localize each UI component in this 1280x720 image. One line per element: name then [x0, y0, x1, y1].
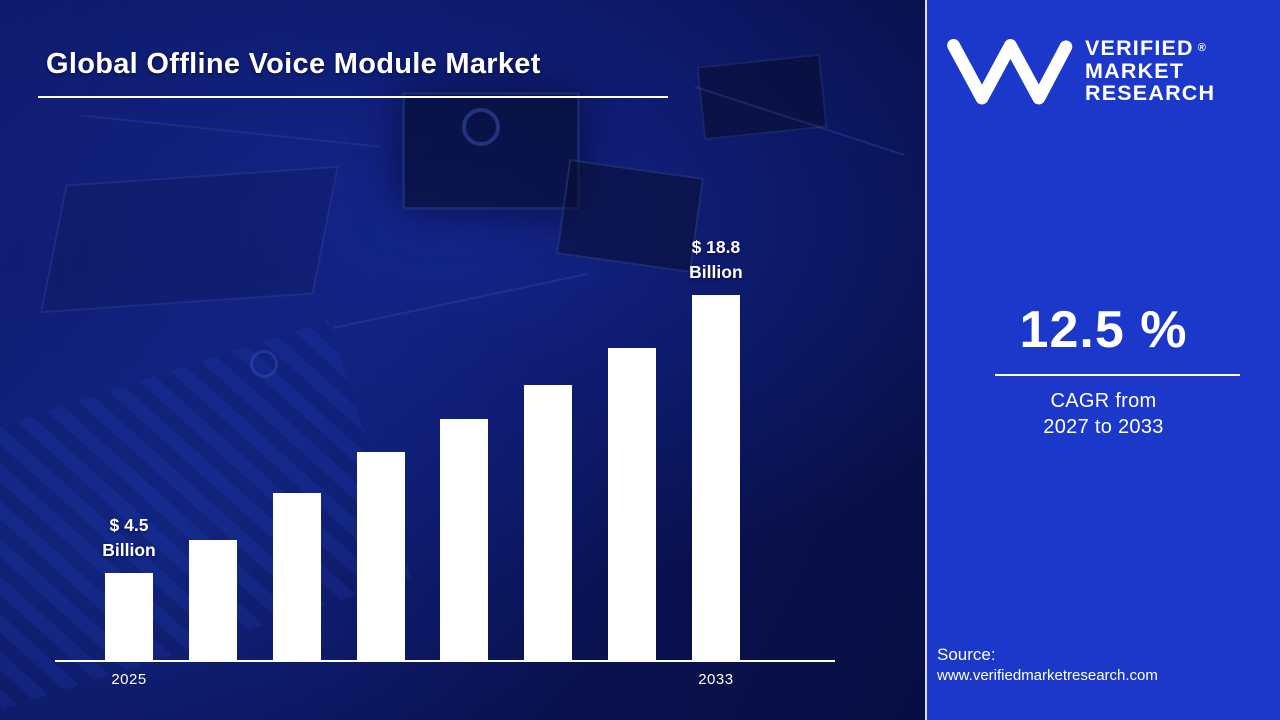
circuit-via-decoration [462, 108, 500, 146]
logo-line-2: MARKET [1085, 58, 1185, 83]
bar [524, 385, 573, 660]
bar [356, 452, 405, 660]
source-url[interactable]: www.verifiedmarketresearch.com [937, 667, 1158, 684]
bar-cell [608, 348, 657, 660]
bar [440, 419, 489, 660]
cagr-caption-line-1: CAGR from [1050, 390, 1157, 412]
bar [691, 295, 740, 660]
bar [105, 573, 153, 660]
x-axis-tick-label: 2025 [111, 671, 147, 688]
bar [188, 540, 237, 660]
cagr-value: 12.5 % [1019, 301, 1188, 359]
x-axis-tick-label [524, 671, 572, 688]
bar-chart-plot: $ 4.5 Billion $ 18.8 Billion [55, 228, 835, 662]
bar-cell [356, 452, 405, 660]
logo-line-3: RESEARCH [1085, 81, 1216, 106]
vmr-monogram-icon [947, 39, 1073, 105]
x-axis-labels: 2025 2033 [55, 671, 835, 688]
logo-line-1: VERIFIED [1085, 36, 1194, 61]
cagr-caption: CAGR from 2027 to 2033 [927, 388, 1280, 440]
x-axis-tick-label [357, 671, 405, 688]
title-underline [38, 96, 668, 98]
registered-mark: ® [1197, 42, 1206, 55]
bar [608, 348, 657, 660]
circuit-trace-decoration [80, 114, 380, 148]
x-axis-tick-label: 2033 [698, 671, 734, 688]
vmr-logo: VERIFIED ® MARKET RESEARCH [945, 34, 1215, 108]
cagr-caption-line-2: 2027 to 2033 [1043, 416, 1164, 438]
bar-value-label: $ 4.5 Billion [102, 515, 156, 560]
right-panel: VERIFIED ® MARKET RESEARCH 12.5 % CAGR fr… [925, 0, 1280, 720]
bar-chart: $ 4.5 Billion $ 18.8 Billion 2025 2033 [55, 228, 835, 688]
circuit-chip-decoration [696, 53, 828, 141]
bar-value-label: $ 18.8 Billion [689, 237, 743, 282]
vmr-logo-text: VERIFIED ® MARKET RESEARCH [1085, 37, 1215, 105]
x-axis-tick-label [273, 671, 321, 688]
cagr-underline [995, 374, 1240, 376]
circuit-chip-decoration [402, 92, 580, 210]
source-block: Source: www.verifiedmarketresearch.com [937, 644, 1158, 686]
bar [272, 493, 321, 660]
bar-cell [188, 540, 237, 660]
bar-cell [272, 493, 321, 660]
bar-cell [440, 419, 489, 660]
x-axis-tick-label [440, 671, 488, 688]
x-axis-tick-label [189, 671, 237, 688]
x-axis-tick-label [608, 671, 656, 688]
bar-cell [524, 385, 573, 660]
circuit-trace-decoration [695, 86, 905, 156]
source-label: Source: [937, 645, 996, 664]
bar-cell: $ 18.8 Billion [689, 235, 743, 660]
page-title: Global Offline Voice Module Market [46, 48, 541, 80]
bar-cell: $ 4.5 Billion [102, 513, 156, 660]
